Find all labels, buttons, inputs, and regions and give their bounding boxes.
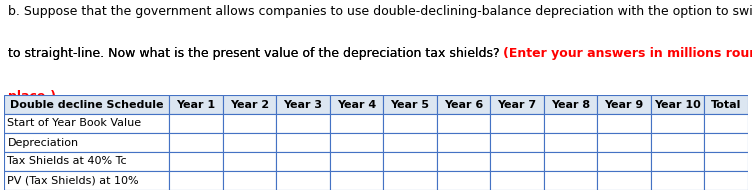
Bar	[276, 133, 329, 152]
Bar	[276, 114, 329, 133]
Bar	[223, 152, 276, 171]
Bar	[597, 133, 650, 152]
Bar	[329, 114, 384, 133]
Bar	[4, 95, 169, 114]
Text: Double decline Schedule: Double decline Schedule	[10, 100, 163, 109]
Bar	[597, 171, 650, 190]
Bar	[544, 95, 597, 114]
Text: Year 9: Year 9	[605, 100, 644, 109]
Text: Year 5: Year 5	[390, 100, 429, 109]
Bar	[4, 152, 169, 171]
Text: Year 2: Year 2	[230, 100, 269, 109]
Bar	[490, 171, 544, 190]
Text: to straight-line. Now what is the present value of the depreciation tax shields?: to straight-line. Now what is the presen…	[8, 48, 503, 60]
Bar	[650, 114, 704, 133]
Bar	[704, 171, 748, 190]
Bar	[704, 133, 748, 152]
Bar	[544, 152, 597, 171]
Text: Year 7: Year 7	[497, 100, 536, 109]
Bar	[384, 133, 437, 152]
Text: Tax Shields at 40% Tc: Tax Shields at 40% Tc	[8, 157, 127, 166]
Bar	[276, 95, 329, 114]
Text: b. Suppose that the government allows companies to use double-declining-balance : b. Suppose that the government allows co…	[8, 5, 752, 18]
Bar	[437, 95, 490, 114]
Bar	[650, 133, 704, 152]
Bar	[223, 95, 276, 114]
Bar	[384, 171, 437, 190]
Bar	[223, 171, 276, 190]
Bar	[544, 114, 597, 133]
Text: Start of Year Book Value: Start of Year Book Value	[8, 119, 141, 128]
Text: Year 4: Year 4	[337, 100, 376, 109]
Bar	[169, 114, 223, 133]
Bar	[4, 133, 169, 152]
Bar	[490, 95, 544, 114]
Bar	[597, 95, 650, 114]
Bar	[650, 152, 704, 171]
Bar	[597, 152, 650, 171]
Bar	[329, 133, 384, 152]
Bar	[169, 95, 223, 114]
Text: to straight-line. Now what is the present value of the depreciation tax shields?: to straight-line. Now what is the presen…	[8, 48, 503, 60]
Bar	[437, 133, 490, 152]
Bar	[384, 95, 437, 114]
Bar	[544, 133, 597, 152]
Bar	[704, 114, 748, 133]
Bar	[4, 114, 169, 133]
Bar	[490, 152, 544, 171]
Bar	[223, 114, 276, 133]
Bar	[276, 152, 329, 171]
Text: Year 6: Year 6	[444, 100, 483, 109]
Text: Depreciation: Depreciation	[8, 138, 79, 147]
Bar	[704, 152, 748, 171]
Bar	[169, 133, 223, 152]
Bar	[704, 95, 748, 114]
Bar	[276, 171, 329, 190]
Bar	[650, 171, 704, 190]
Bar	[223, 133, 276, 152]
Bar	[4, 171, 169, 190]
Text: Year 10: Year 10	[654, 100, 701, 109]
Text: Year 8: Year 8	[550, 100, 590, 109]
Bar	[650, 95, 704, 114]
Text: Year 3: Year 3	[284, 100, 323, 109]
Bar	[597, 114, 650, 133]
Bar	[437, 171, 490, 190]
Text: (Enter your answers in millions rounded to 1 decimal: (Enter your answers in millions rounded …	[503, 48, 752, 60]
Bar	[437, 114, 490, 133]
Bar	[329, 152, 384, 171]
Text: PV (Tax Shields) at 10%: PV (Tax Shields) at 10%	[8, 176, 139, 185]
Bar	[384, 152, 437, 171]
Text: place.): place.)	[8, 90, 56, 103]
Bar	[329, 171, 384, 190]
Text: Year 1: Year 1	[177, 100, 216, 109]
Bar	[169, 152, 223, 171]
Bar	[490, 133, 544, 152]
Bar	[544, 171, 597, 190]
Text: Total: Total	[711, 100, 741, 109]
Bar	[490, 114, 544, 133]
Bar	[169, 171, 223, 190]
Bar	[384, 114, 437, 133]
Bar	[329, 95, 384, 114]
Bar	[437, 152, 490, 171]
